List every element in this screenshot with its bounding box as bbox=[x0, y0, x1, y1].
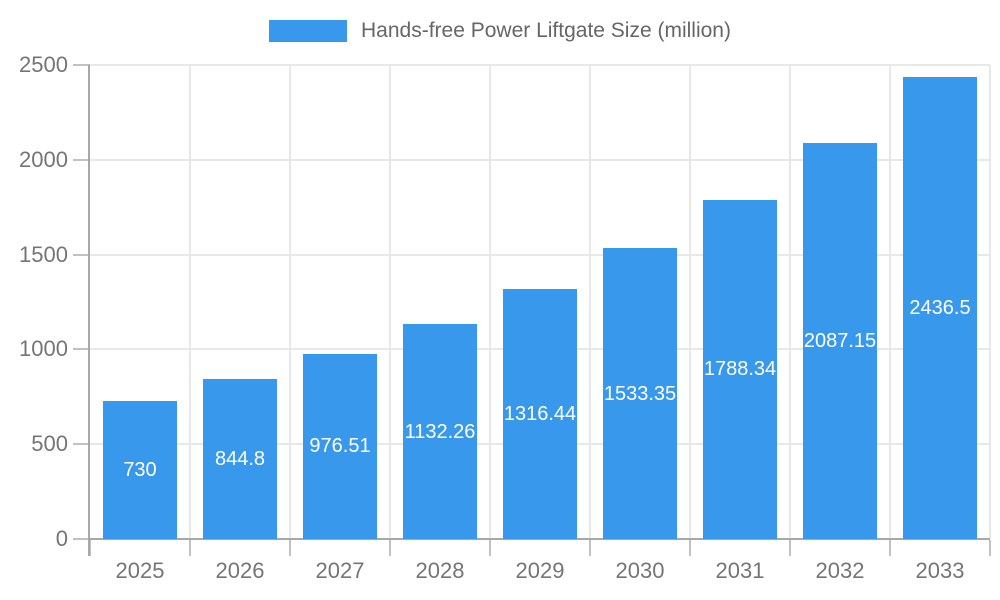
x-tick bbox=[889, 540, 891, 556]
bar-2033[interactable] bbox=[903, 77, 977, 539]
y-tick bbox=[73, 64, 90, 66]
y-tick bbox=[73, 158, 90, 161]
bar-2032[interactable] bbox=[803, 143, 877, 539]
legend-label: Hands-free Power Liftgate Size (million) bbox=[361, 19, 731, 42]
y-axis-label: 500 bbox=[31, 431, 68, 457]
x-gridline bbox=[889, 65, 891, 539]
bar-2031[interactable] bbox=[703, 199, 777, 539]
x-gridline bbox=[689, 65, 691, 539]
x-tick bbox=[589, 540, 591, 556]
x-tick bbox=[489, 540, 491, 556]
legend-swatch bbox=[269, 20, 347, 42]
x-gridline bbox=[789, 65, 791, 539]
x-tick bbox=[189, 540, 191, 556]
x-tick bbox=[689, 540, 691, 556]
bar-2027[interactable] bbox=[303, 353, 377, 539]
x-gridline bbox=[289, 65, 291, 539]
x-tick bbox=[789, 540, 791, 556]
x-axis-label: 2030 bbox=[615, 558, 665, 583]
x-tick bbox=[389, 540, 391, 556]
x-axis-label: 2029 bbox=[515, 558, 565, 583]
bar-2029[interactable] bbox=[503, 289, 577, 539]
y-gridline bbox=[90, 253, 990, 256]
x-axis-label: 2028 bbox=[415, 558, 465, 583]
y-axis-label: 2000 bbox=[19, 146, 68, 172]
x-axis-label: 2027 bbox=[315, 558, 365, 583]
x-axis-line bbox=[90, 538, 990, 540]
y-tick bbox=[73, 253, 90, 256]
bar-2030[interactable] bbox=[603, 248, 677, 539]
y-tick bbox=[73, 538, 90, 540]
x-tick bbox=[289, 540, 291, 556]
x-axis-label: 2026 bbox=[215, 558, 265, 583]
y-axis-label: 0 bbox=[55, 526, 68, 551]
y-gridline bbox=[90, 64, 990, 66]
x-gridline bbox=[189, 65, 191, 539]
y-axis-label: 2500 bbox=[19, 52, 68, 77]
y-tick bbox=[73, 348, 90, 351]
y-tick bbox=[73, 443, 90, 446]
bar-2025[interactable] bbox=[103, 400, 177, 539]
y-axis-label: 1500 bbox=[19, 241, 68, 267]
x-tick bbox=[989, 540, 991, 556]
x-axis-label: 2031 bbox=[715, 558, 765, 583]
bar-2026[interactable] bbox=[203, 378, 277, 539]
legend[interactable]: Hands-free Power Liftgate Size (million) bbox=[0, 16, 1000, 46]
bar-2028[interactable] bbox=[403, 324, 477, 539]
y-axis-label: 1000 bbox=[19, 336, 68, 362]
x-gridline bbox=[589, 65, 591, 539]
y-axis-line bbox=[88, 65, 90, 556]
x-axis-label: 2033 bbox=[915, 558, 965, 583]
x-gridline bbox=[989, 65, 991, 539]
x-gridline bbox=[489, 65, 491, 539]
x-tick bbox=[89, 540, 91, 556]
x-gridline bbox=[389, 65, 391, 539]
y-gridline bbox=[90, 158, 990, 161]
x-axis-label: 2032 bbox=[815, 558, 865, 583]
x-axis-label: 2025 bbox=[115, 558, 165, 583]
